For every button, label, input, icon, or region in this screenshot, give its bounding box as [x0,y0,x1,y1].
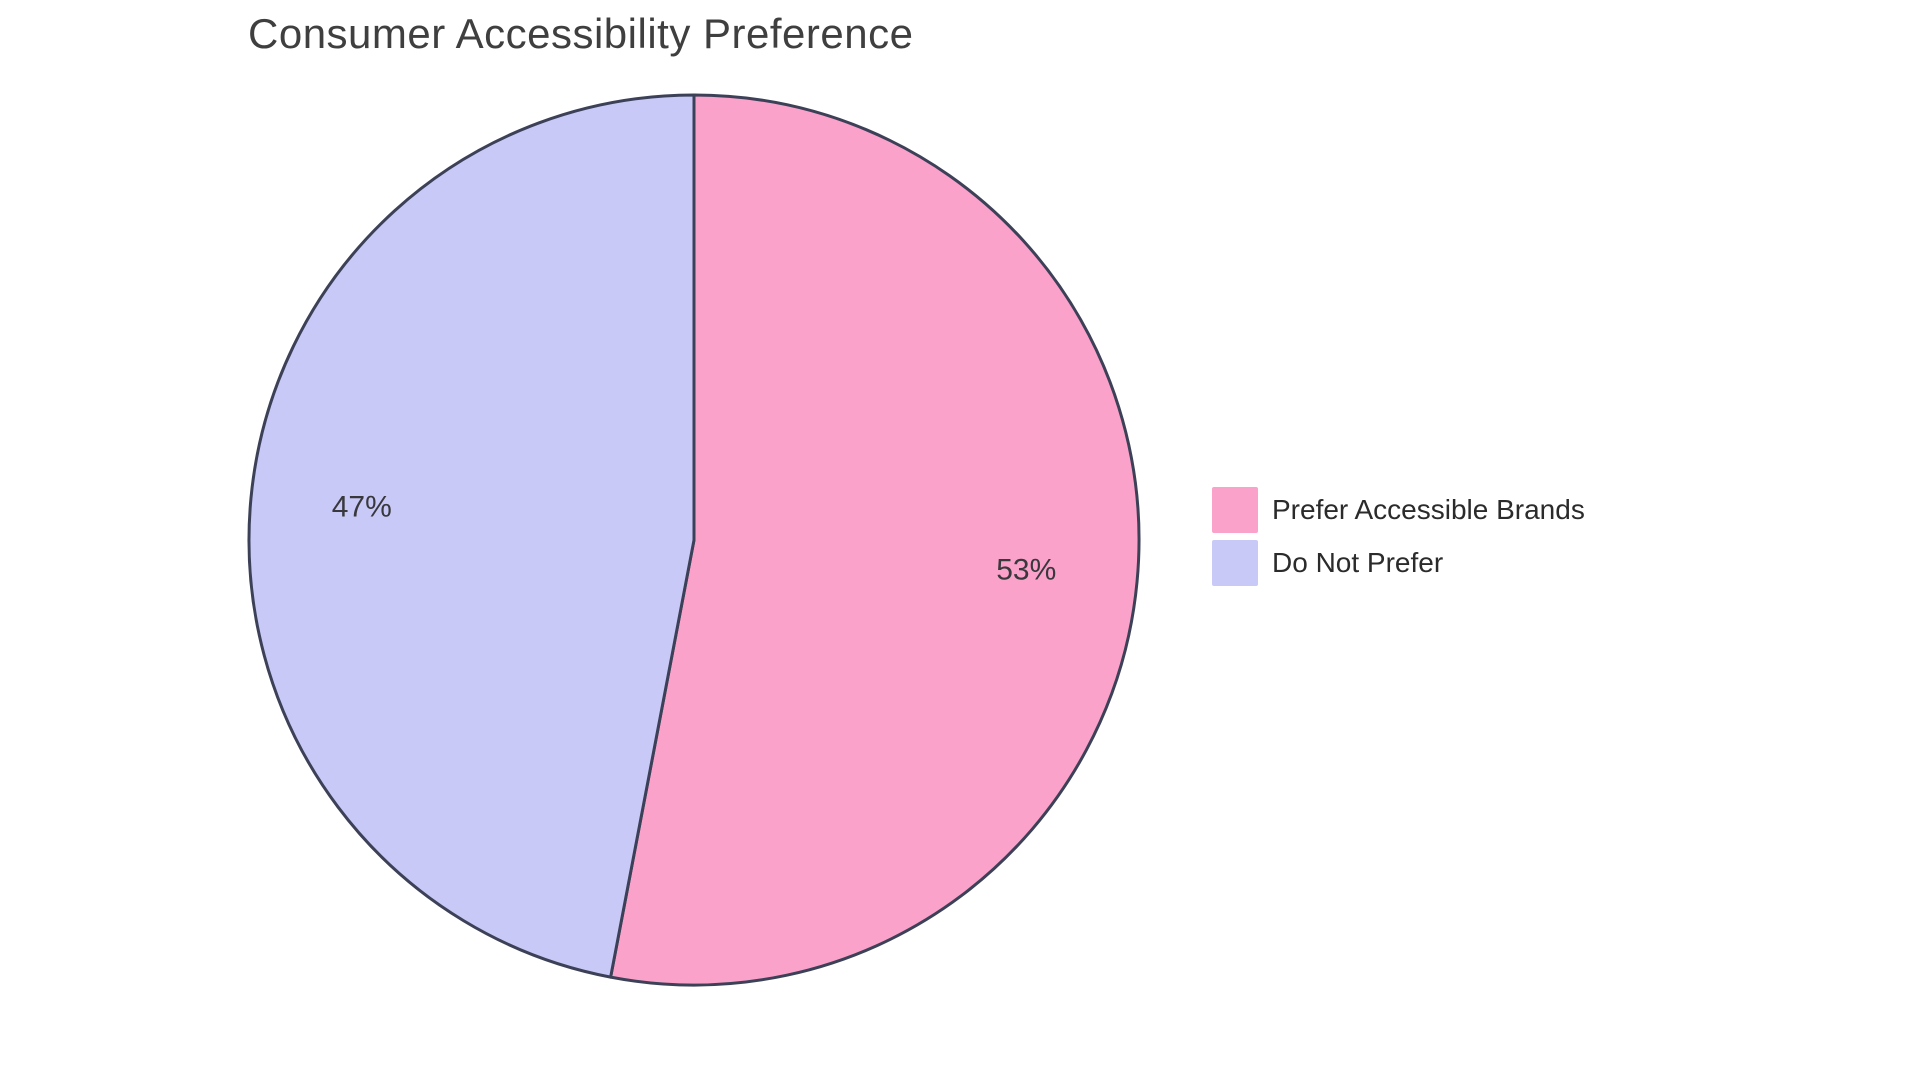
slice-value-label: 47% [332,491,392,524]
pie-slice-do-not-prefer [247,93,696,979]
pie-slice-prefer-accessible-brands [609,93,1141,987]
legend-swatch-prefer-accessible-brands [1212,487,1258,533]
chart-title: Consumer Accessibility Preference [248,10,914,57]
legend-label-do-not-prefer: Do Not Prefer [1272,547,1444,578]
slice-value-label: 53% [996,553,1056,586]
legend-label-prefer-accessible-brands: Prefer Accessible Brands [1272,494,1585,525]
legend-item-prefer-accessible-brands: Prefer Accessible Brands [1212,487,1585,533]
legend-item-do-not-prefer: Do Not Prefer [1212,540,1585,586]
legend-swatch-do-not-prefer [1212,540,1258,586]
legend: Prefer Accessible Brands Do Not Prefer [1212,487,1585,586]
